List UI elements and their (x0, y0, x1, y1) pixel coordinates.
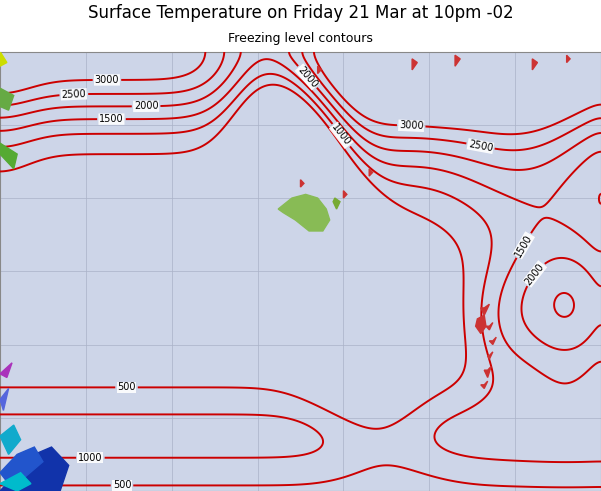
Text: 1500: 1500 (99, 114, 124, 124)
Polygon shape (0, 143, 17, 169)
Text: 500: 500 (117, 382, 136, 392)
Polygon shape (369, 169, 373, 176)
Polygon shape (487, 352, 493, 359)
Polygon shape (0, 88, 14, 110)
Polygon shape (0, 52, 7, 66)
Polygon shape (343, 191, 347, 198)
Text: 500: 500 (113, 480, 131, 491)
Polygon shape (0, 363, 12, 378)
Polygon shape (300, 180, 304, 187)
Polygon shape (278, 194, 330, 231)
Polygon shape (475, 315, 486, 333)
Text: 3000: 3000 (398, 120, 424, 131)
Text: 2000: 2000 (134, 101, 159, 111)
Text: 2000: 2000 (523, 261, 546, 287)
Polygon shape (489, 337, 496, 345)
Polygon shape (0, 473, 31, 491)
Text: 3000: 3000 (95, 75, 119, 85)
Polygon shape (318, 66, 321, 74)
Text: 2500: 2500 (468, 139, 493, 153)
Text: 1500: 1500 (513, 232, 534, 259)
Text: 1000: 1000 (78, 453, 103, 463)
Polygon shape (0, 425, 20, 454)
Text: 1000: 1000 (330, 123, 353, 148)
Polygon shape (455, 55, 460, 66)
Text: Freezing level contours: Freezing level contours (228, 32, 373, 45)
Polygon shape (532, 59, 537, 70)
Polygon shape (481, 304, 489, 315)
Polygon shape (333, 198, 340, 209)
Text: 2000: 2000 (296, 64, 319, 89)
Polygon shape (481, 381, 487, 388)
Polygon shape (567, 55, 570, 62)
Polygon shape (484, 366, 491, 378)
Polygon shape (486, 323, 493, 330)
Text: 2500: 2500 (61, 89, 87, 100)
Polygon shape (412, 59, 417, 70)
Polygon shape (0, 388, 8, 410)
Polygon shape (0, 447, 43, 484)
Polygon shape (0, 447, 69, 491)
Text: Surface Temperature on Friday 21 Mar at 10pm -02: Surface Temperature on Friday 21 Mar at … (88, 4, 513, 22)
